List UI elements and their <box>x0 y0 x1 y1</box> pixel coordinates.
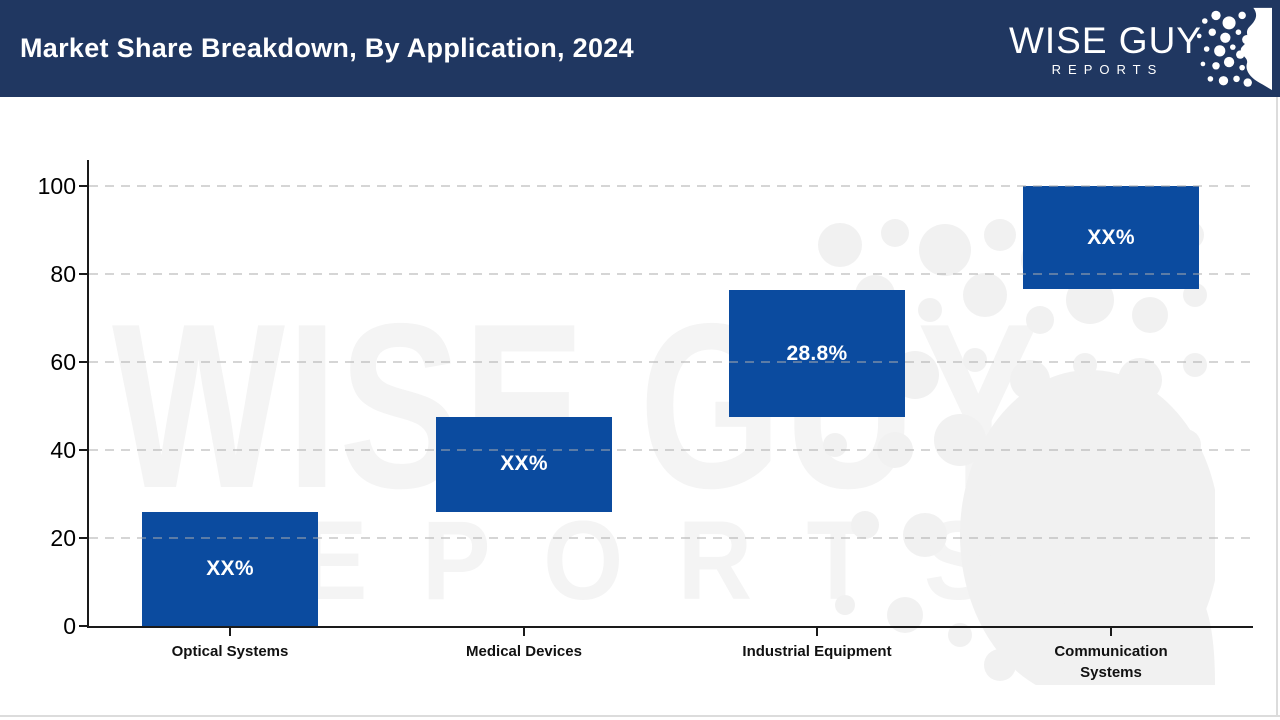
bar-value-label: XX% <box>206 556 254 580</box>
header-bar: Market Share Breakdown, By Application, … <box>0 0 1280 97</box>
brand-face-icon <box>1196 7 1272 91</box>
brand-logo-text: WISE GUY REPORTS <box>1008 19 1202 77</box>
x-axis-tick <box>1110 628 1112 636</box>
brand-logo: WISE GUY REPORTS <box>1007 4 1272 94</box>
bar: XX% <box>436 417 612 512</box>
gridline <box>89 185 1253 187</box>
page-right-hairline <box>1276 97 1278 716</box>
gridline <box>89 273 1253 275</box>
y-axis-tick-label: 40 <box>50 437 76 463</box>
x-axis-tick <box>523 628 525 636</box>
brand-name: WISE GUY <box>1008 19 1202 61</box>
y-axis-tick-label: 20 <box>50 525 76 551</box>
x-category-label: Medical Devices <box>466 643 582 660</box>
x-axis-line <box>87 626 1253 628</box>
y-axis-tick <box>79 273 88 275</box>
y-axis-tick-label: 60 <box>50 349 76 375</box>
y-axis-tick <box>79 449 88 451</box>
y-axis-tick <box>79 361 88 363</box>
y-axis-tick <box>79 185 88 187</box>
bar-value-label: 28.8% <box>786 341 848 365</box>
x-category-label: Optical Systems <box>171 643 289 660</box>
bar: XX% <box>1023 186 1199 290</box>
gridline <box>89 537 1253 539</box>
chart-title: Market Share Breakdown, By Application, … <box>20 33 634 63</box>
y-axis-tick-label: 100 <box>37 173 76 199</box>
y-axis-tick-label: 0 <box>63 613 76 639</box>
y-axis-line <box>87 160 89 628</box>
gridline <box>89 361 1253 363</box>
y-axis-tick <box>79 537 88 539</box>
x-category-label: Industrial Equipment <box>742 643 892 660</box>
x-axis-tick <box>816 628 818 636</box>
bar: XX% <box>142 511 318 626</box>
gridline <box>89 449 1253 451</box>
x-category-label: Communication Systems <box>1054 643 1168 681</box>
y-axis-tick <box>79 625 88 627</box>
bar: 28.8% <box>729 290 905 417</box>
bar-value-label: XX% <box>500 452 548 476</box>
y-axis-tick-label: 80 <box>50 261 76 287</box>
x-axis-tick <box>229 628 231 636</box>
brand-subtitle: REPORTS <box>1051 61 1164 77</box>
page-bottom-hairline <box>0 715 1280 717</box>
bar-value-label: XX% <box>1087 225 1135 249</box>
